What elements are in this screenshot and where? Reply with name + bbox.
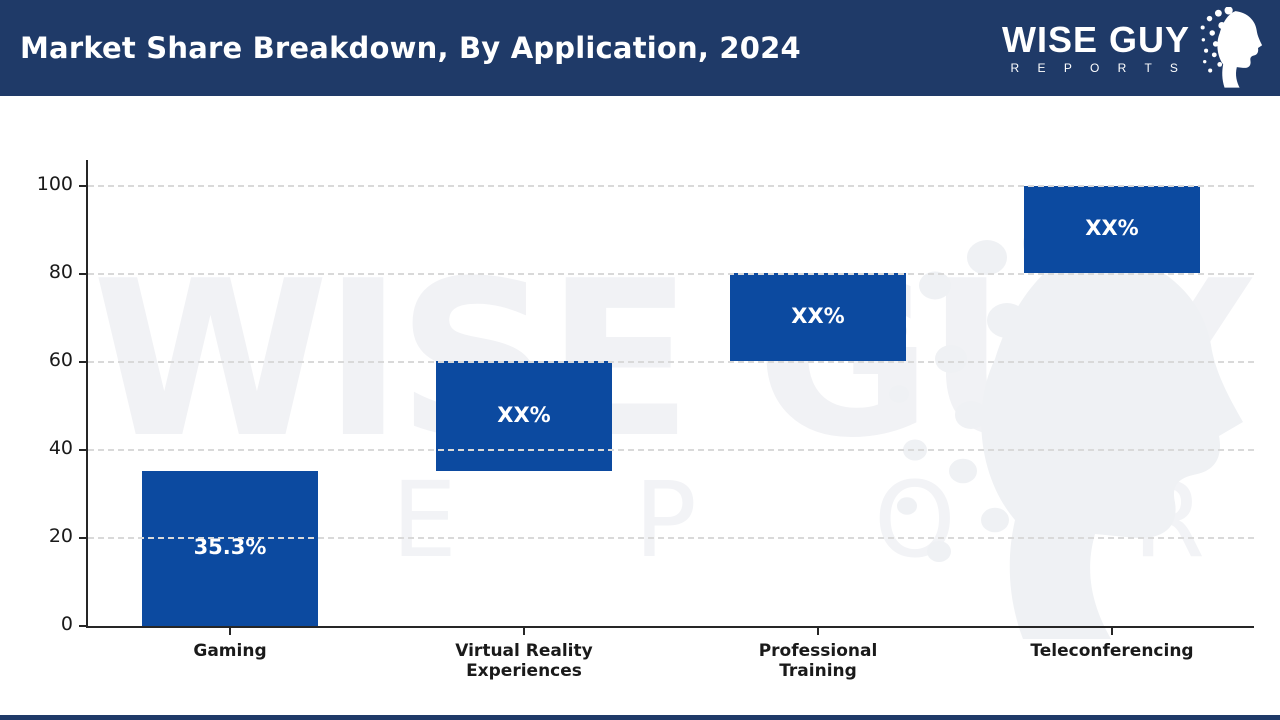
y-tick-label: 40	[48, 437, 73, 459]
bar-value-label: XX%	[1085, 216, 1139, 241]
header: Market Share Breakdown, By Application, …	[0, 0, 1280, 96]
y-tick	[79, 273, 88, 275]
bar: XX%	[730, 272, 906, 361]
y-tick-label: 0	[60, 613, 73, 635]
category-label: Teleconferencing	[1030, 641, 1194, 661]
logo-wordmark: WISE GUY	[1001, 18, 1190, 60]
x-tick	[817, 628, 819, 635]
bar: XX%	[436, 360, 612, 471]
y-tick	[79, 449, 88, 451]
gridline	[88, 185, 1254, 187]
bar: 35.3%	[142, 470, 318, 626]
logo-subtitle: R E P O R T S	[1010, 60, 1186, 75]
y-tick-label: 60	[48, 349, 73, 371]
x-tick	[523, 628, 525, 635]
logo-head-icon	[1200, 7, 1263, 88]
category-label: Virtual Reality Experiences	[455, 641, 593, 681]
logo-text: WISE GUY R E P O R T S	[1001, 18, 1190, 75]
y-tick	[79, 537, 88, 539]
footer-bar	[0, 715, 1280, 720]
y-tick-label: 80	[48, 261, 73, 283]
bar-value-label: XX%	[497, 402, 551, 427]
gridline	[88, 273, 1254, 275]
x-axis	[86, 626, 1254, 628]
bar: XX%	[1024, 186, 1200, 273]
gridline	[88, 537, 1254, 539]
y-tick-label: 20	[48, 525, 73, 547]
gridline	[88, 361, 1254, 363]
y-tick-label: 100	[36, 173, 73, 195]
y-tick	[79, 625, 88, 627]
bar-value-label: 35.3%	[193, 535, 267, 560]
x-tick	[229, 628, 231, 635]
gridline	[88, 449, 1254, 451]
category-label: Gaming	[193, 641, 267, 661]
page-title: Market Share Breakdown, By Application, …	[20, 31, 801, 65]
y-tick	[79, 185, 88, 187]
category-label: Professional Training	[758, 641, 878, 681]
x-tick	[1111, 628, 1113, 635]
wise-guy-logo: WISE GUY R E P O R T S	[1002, 7, 1266, 89]
y-axis	[86, 160, 88, 628]
bar-value-label: XX%	[791, 303, 845, 328]
y-tick	[79, 361, 88, 363]
